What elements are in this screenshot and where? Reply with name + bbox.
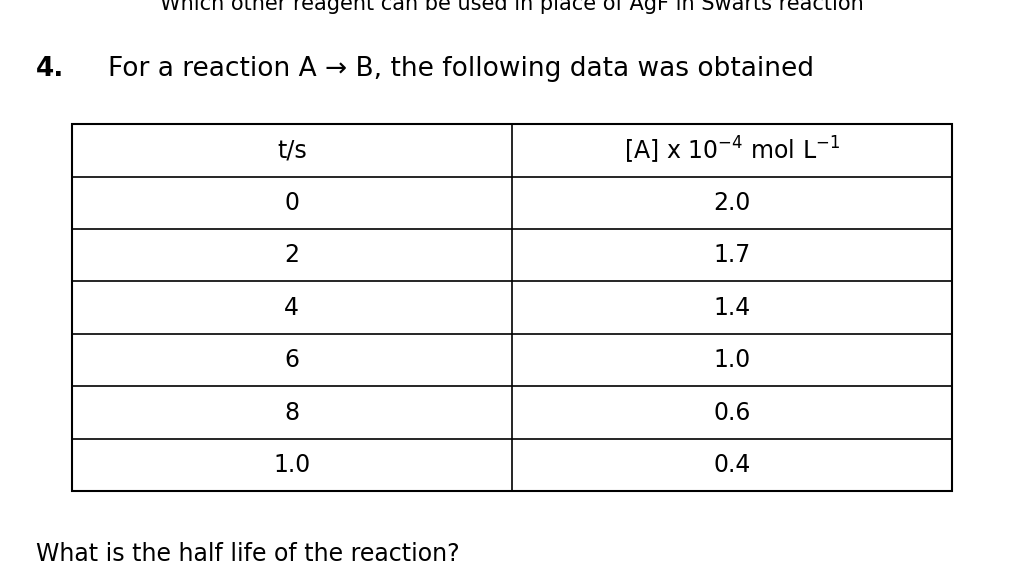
- Text: [A] x 10$^{-4}$ mol L$^{-1}$: [A] x 10$^{-4}$ mol L$^{-1}$: [624, 135, 841, 166]
- Bar: [72, 124, 952, 491]
- Text: 1.4: 1.4: [714, 296, 751, 320]
- Text: 1.7: 1.7: [714, 243, 751, 267]
- Text: Which other reagent can be used in place of AgF in Swarts reaction: Which other reagent can be used in place…: [160, 0, 864, 14]
- Text: 4: 4: [285, 296, 299, 320]
- Text: 0.6: 0.6: [714, 400, 751, 425]
- Text: t/s: t/s: [276, 138, 307, 162]
- Text: What is the half life of the reaction?: What is the half life of the reaction?: [36, 542, 460, 564]
- Text: 8: 8: [285, 400, 299, 425]
- Text: For a reaction A → B, the following data was obtained: For a reaction A → B, the following data…: [108, 56, 813, 82]
- Text: 2: 2: [285, 243, 299, 267]
- Text: 0.4: 0.4: [714, 453, 751, 477]
- Text: 6: 6: [285, 348, 299, 372]
- Text: 0: 0: [285, 191, 299, 215]
- Text: 2.0: 2.0: [714, 191, 751, 215]
- Text: 4.: 4.: [36, 56, 65, 82]
- Text: 1.0: 1.0: [273, 453, 310, 477]
- Text: 1.0: 1.0: [714, 348, 751, 372]
